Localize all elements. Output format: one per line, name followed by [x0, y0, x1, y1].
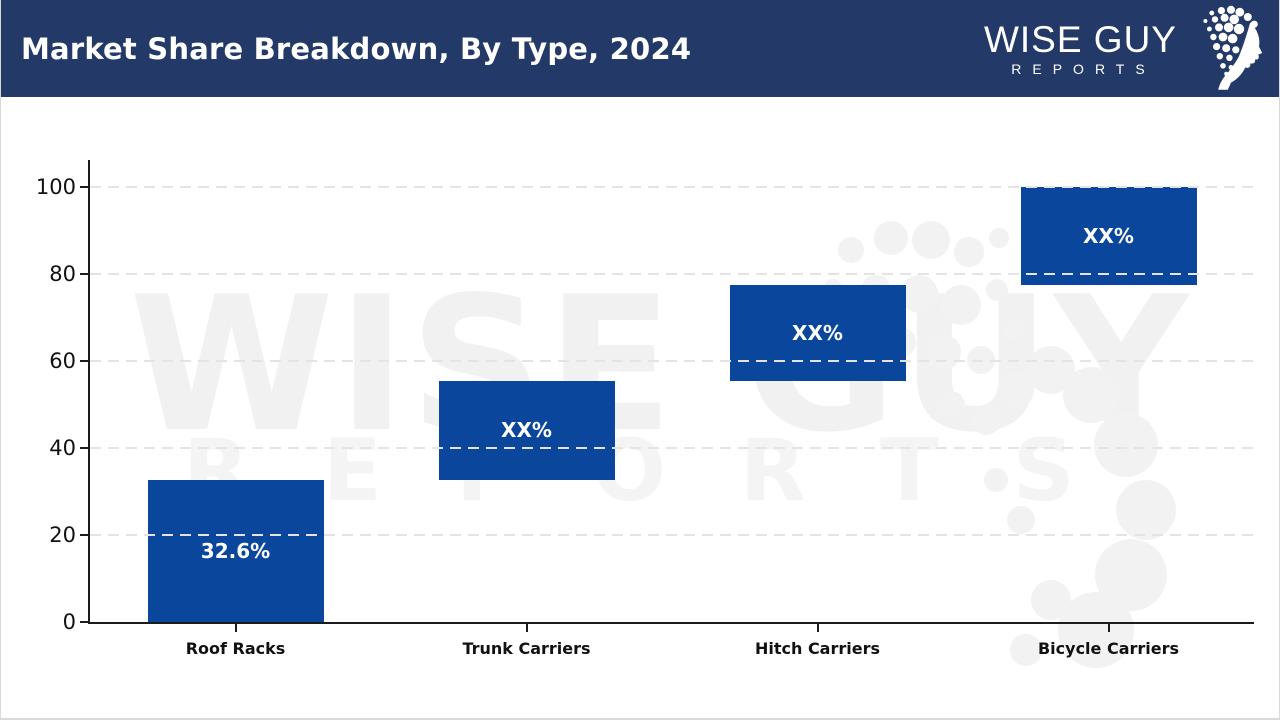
y-axis-line: [88, 160, 90, 624]
logo-text-reports: REPORTS: [1011, 60, 1156, 77]
x-category-label: Hitch Carriers: [754, 639, 881, 658]
gridline: [90, 186, 1254, 188]
y-tick-mark: [80, 360, 88, 362]
bar-value-label: XX%: [792, 320, 843, 345]
bar-value-label: 32.6%: [200, 539, 271, 564]
logo-face-icon: [1203, 5, 1263, 90]
y-tick-label: 60: [49, 349, 76, 373]
chart-title: Market Share Breakdown, By Type, 2024: [21, 31, 692, 66]
gridline: [90, 273, 1254, 275]
wiseguy-logo: WISE GUY REPORTS: [984, 5, 1265, 93]
x-category-label: Roof Racks: [185, 639, 286, 658]
y-tick-mark: [80, 273, 88, 275]
x-category-label: Trunk Carriers: [462, 639, 591, 658]
bar-value-label: XX%: [1083, 223, 1134, 248]
y-tick-label: 0: [62, 610, 76, 634]
gridline: [90, 534, 1254, 536]
gridline: [90, 360, 1254, 362]
x-tick-mark: [234, 624, 237, 632]
x-tick-mark: [525, 624, 528, 632]
x-category-label: Bicycle Carriers: [1037, 639, 1180, 658]
y-tick-mark: [80, 186, 88, 188]
y-tick-label: 20: [49, 523, 76, 547]
bar-value-label: XX%: [501, 418, 552, 443]
watermark-text-line1: WISE GUY: [129, 256, 1192, 473]
bar-segment-trunk-carriers: XX%: [438, 380, 615, 481]
y-tick-mark: [80, 534, 88, 536]
watermark-text-line2: R E P O R T S: [183, 421, 1097, 521]
header: Market Share Breakdown, By Type, 2024 WI…: [1, 0, 1279, 97]
y-tick-label: 80: [49, 262, 76, 286]
bar-segment-bicycle-carriers: XX%: [1020, 187, 1197, 285]
y-tick-label: 100: [35, 175, 76, 199]
y-tick-mark: [80, 447, 88, 449]
bar-segment-hitch-carriers: XX%: [729, 284, 906, 381]
x-tick-mark: [1107, 624, 1110, 632]
bar-segment-roof-racks: 32.6%: [147, 480, 324, 622]
y-tick-label: 40: [49, 436, 76, 460]
logo-wordmark: WISE GUY REPORTS: [983, 18, 1177, 77]
logo-text-wise-guy: WISE GUY: [983, 18, 1177, 60]
y-tick-mark: [80, 621, 88, 623]
x-tick-mark: [816, 624, 819, 632]
x-axis-line: [88, 622, 1254, 624]
gridline: [90, 447, 1254, 449]
